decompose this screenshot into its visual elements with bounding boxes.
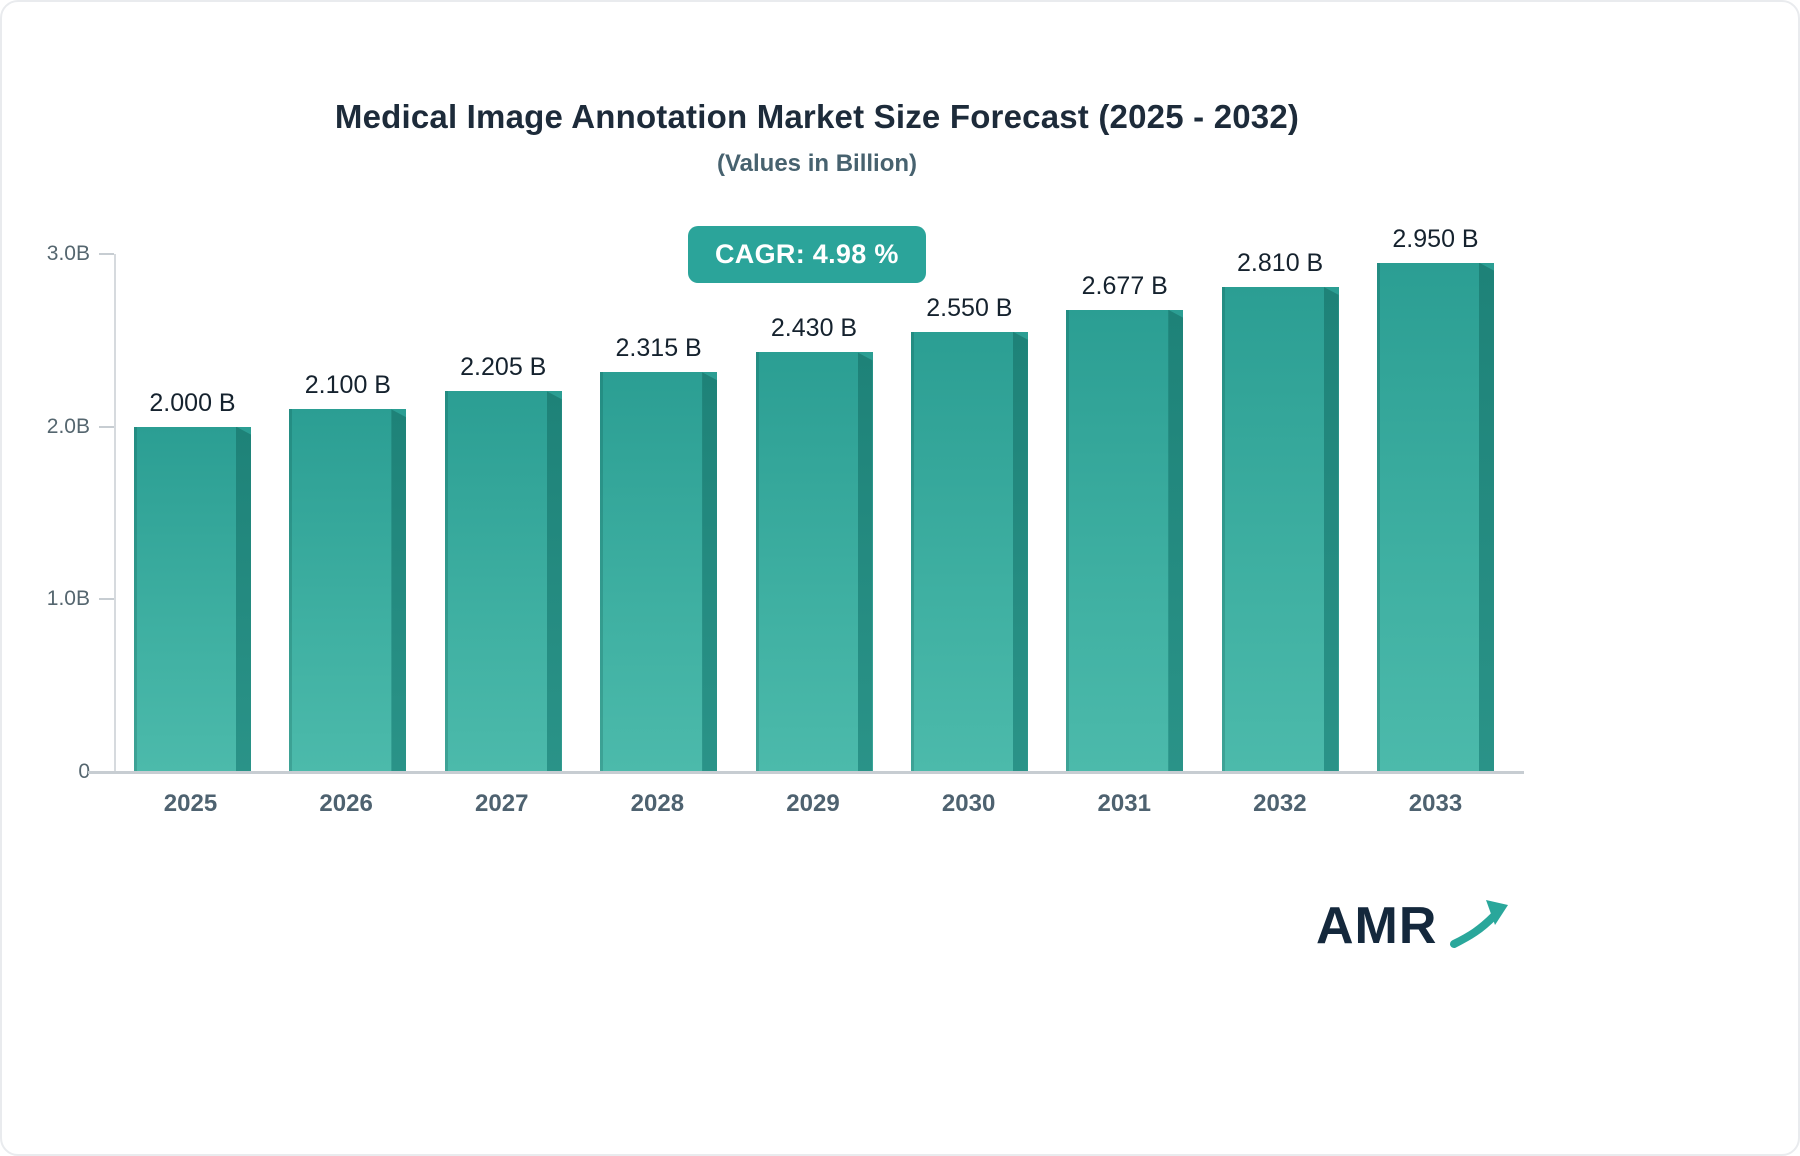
bar — [910, 331, 1028, 773]
bar — [600, 372, 718, 772]
chart-title: Medical Image Annotation Market Size For… — [334, 98, 1300, 135]
bar-value-label: 2.810 B — [1237, 248, 1324, 277]
bar — [755, 352, 873, 772]
bars: 2.000 B 2.100 B 2.205 B 2.315 B 2.430 B 2.550… — [116, 225, 1524, 773]
y-tick-mark — [99, 598, 114, 601]
x-labels: 2025 2026 2027 2028 2029 2030 2031 2032 2033 — [114, 790, 1524, 818]
y-axis: 0 1.0B 2.0B 3.0B — [2, 242, 114, 783]
y-tick-label: 0 — [78, 760, 90, 783]
bar — [1066, 309, 1184, 773]
bar-value-label: 2.205 B — [460, 353, 547, 382]
y-tick: 3.0B — [47, 242, 114, 266]
bar-group: 2.550 B — [910, 254, 1028, 773]
bar — [134, 426, 251, 773]
bar-group: 2.205 B — [444, 254, 562, 772]
bar — [1377, 262, 1494, 773]
bar-group: 2.677 B — [1066, 254, 1184, 773]
x-axis-line — [88, 771, 1524, 774]
x-axis-label: 2030 — [941, 790, 996, 817]
bar-group: 2.100 B — [289, 254, 407, 772]
x-axis-label: 2026 — [319, 790, 373, 817]
bar-group: 2.000 B — [134, 254, 251, 773]
y-tick: 1.0B — [47, 587, 114, 611]
x-axis-label: 2029 — [786, 790, 840, 817]
y-tick-mark — [99, 425, 114, 428]
bar-value-label: 2.950 B — [1392, 224, 1479, 253]
bar-value-label: 2.677 B — [1081, 271, 1168, 300]
y-tick-mark — [99, 253, 114, 255]
y-tick: 2.0B — [47, 415, 114, 439]
plot-area: 2.000 B 2.100 B 2.205 B 2.315 B 2.430 B 2.550… — [114, 225, 1524, 773]
x-axis-label: 2033 — [1408, 790, 1463, 817]
x-axis-label: 2032 — [1253, 790, 1307, 817]
y-tick-label: 2.0B — [46, 414, 90, 438]
x-axis-label: 2028 — [630, 790, 685, 817]
bar-value-label: 2.550 B — [926, 293, 1013, 322]
bar-value-label: 2.000 B — [149, 388, 236, 417]
y-tick-label: 3.0B — [46, 242, 90, 265]
x-axis-label: 2031 — [1097, 790, 1151, 817]
bar-group: 2.810 B — [1221, 249, 1339, 773]
bar-value-label: 2.100 B — [304, 371, 391, 400]
bar — [289, 409, 407, 772]
bar-value-label: 2.315 B — [615, 334, 702, 363]
bar-group: 2.950 B — [1377, 225, 1494, 773]
x-axis-label: 2027 — [475, 790, 529, 817]
bar — [444, 391, 562, 772]
logo: AMR — [1316, 896, 1508, 966]
x-axis-label: 2025 — [163, 790, 218, 817]
bar-value-label: 2.430 B — [770, 314, 858, 343]
logo-arrow-icon — [1450, 900, 1508, 948]
logo-text: AMR — [1316, 897, 1438, 955]
bar-group: 2.430 B — [755, 254, 873, 772]
y-tick-label: 1.0B — [46, 587, 90, 611]
bar — [1221, 286, 1339, 773]
chart-subtitle: (Values in Billion) — [716, 150, 918, 177]
cagr-badge: CAGR: 4.98 % — [688, 226, 926, 283]
bar-group: 2.315 B — [600, 254, 718, 772]
